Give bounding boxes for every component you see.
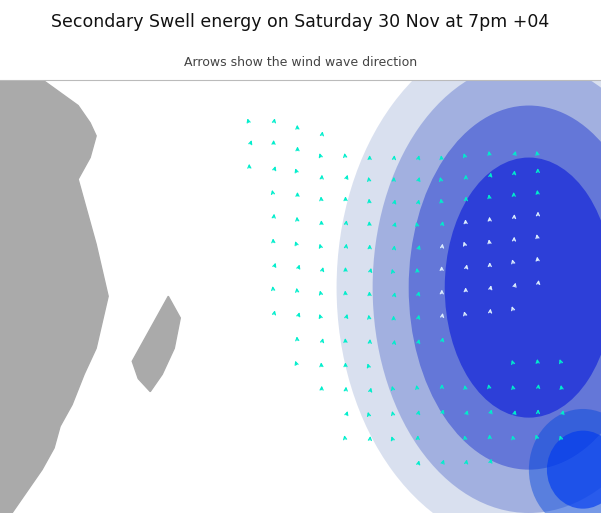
Polygon shape — [132, 297, 180, 391]
Ellipse shape — [337, 28, 601, 513]
Ellipse shape — [445, 157, 601, 418]
Text: Arrows show the wind wave direction: Arrows show the wind wave direction — [184, 55, 417, 69]
Polygon shape — [0, 80, 108, 513]
Ellipse shape — [373, 62, 601, 513]
Ellipse shape — [529, 409, 601, 513]
Ellipse shape — [547, 430, 601, 509]
Ellipse shape — [409, 106, 601, 470]
Text: Secondary Swell energy on Saturday 30 Nov at 7pm +04: Secondary Swell energy on Saturday 30 No… — [51, 13, 550, 31]
